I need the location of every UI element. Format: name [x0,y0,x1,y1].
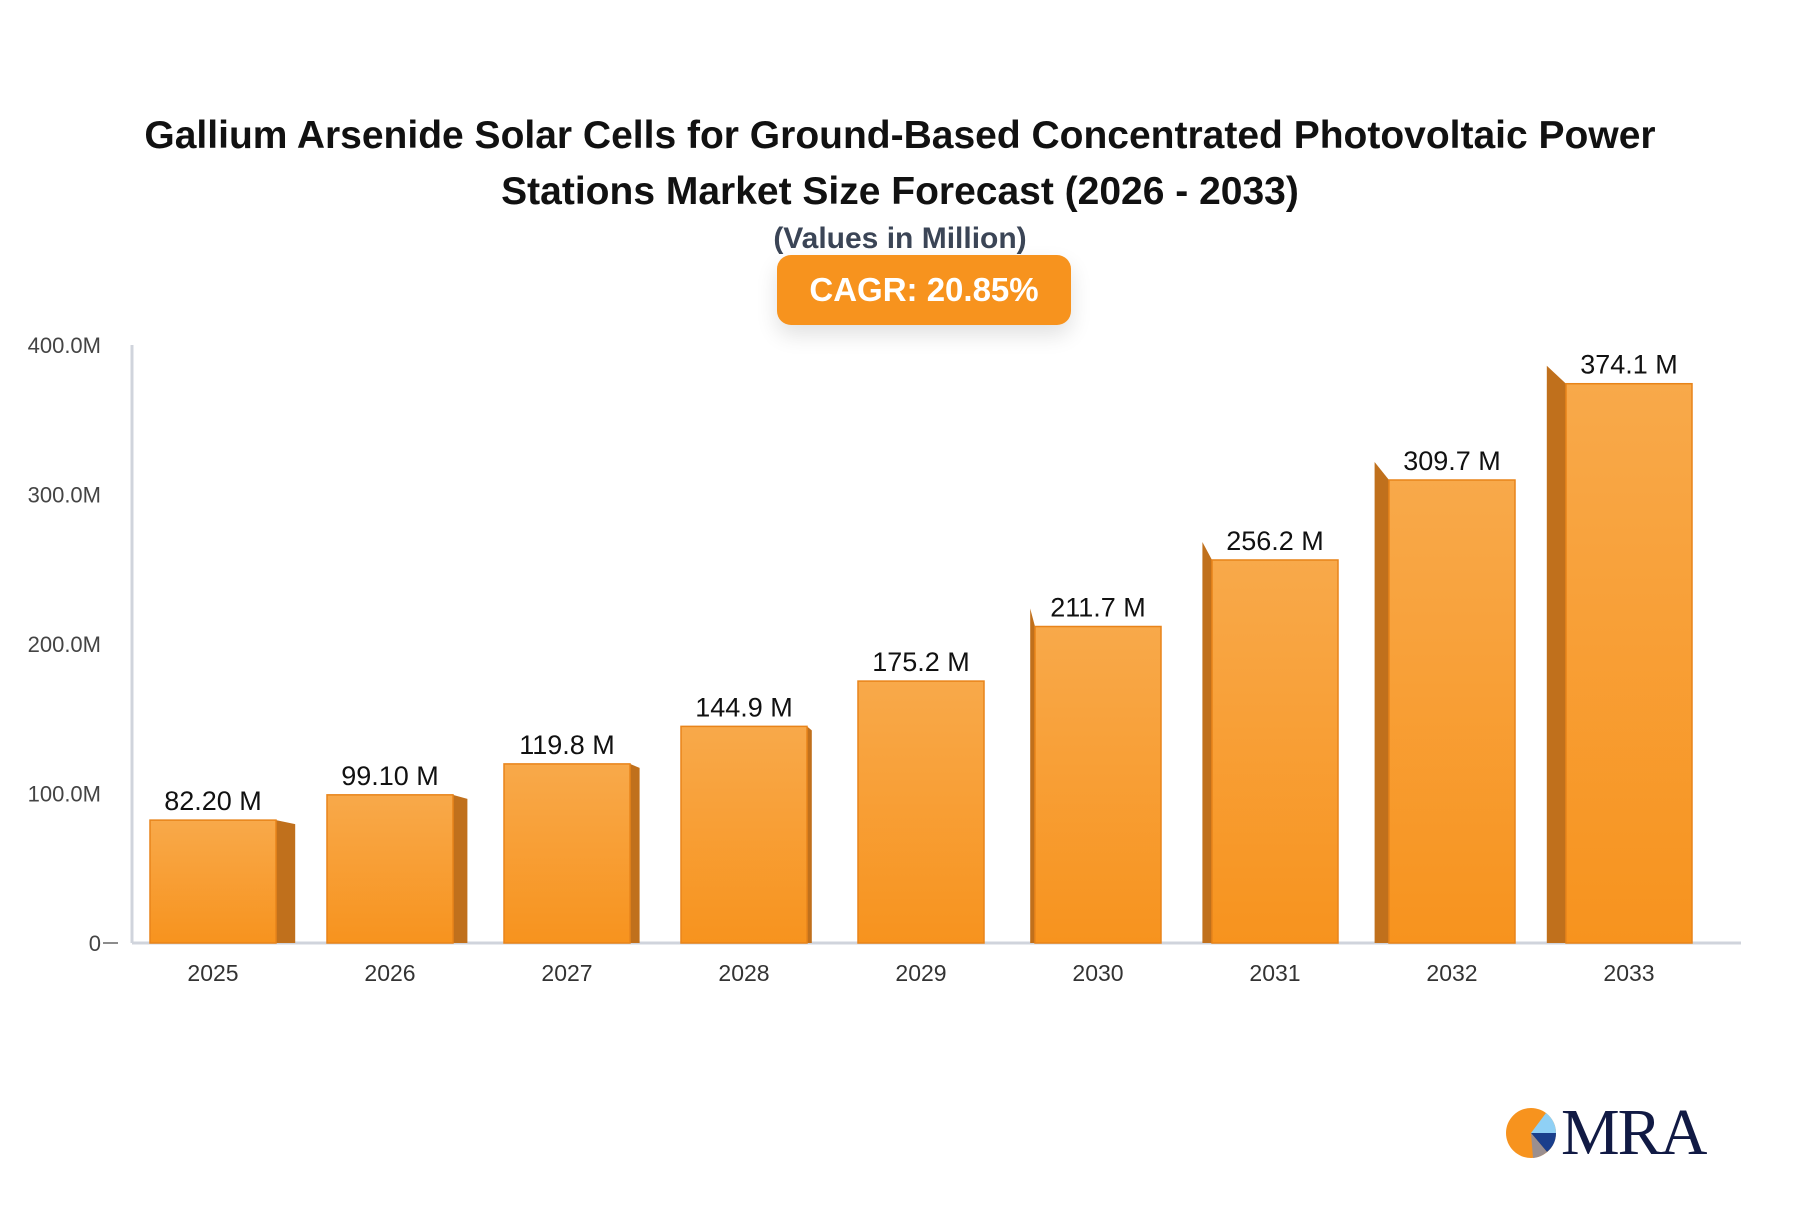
data-label: 374.1 M [1580,350,1678,380]
bar-side [453,794,468,943]
bar [1211,559,1339,944]
bar [149,819,277,944]
chart-title: Gallium Arsenide Solar Cells for Ground-… [144,114,1656,213]
x-tick-label: 2032 [1426,960,1477,986]
x-tick-label: 2033 [1603,960,1654,986]
bar [857,680,985,944]
y-tick-label: 200.0M [28,632,101,657]
bar [1034,625,1162,944]
data-label: 144.9 M [695,692,793,722]
bar [1388,479,1516,944]
x-tick-label: 2025 [187,960,238,986]
y-tick-label: 300.0M [28,483,101,508]
bar [503,763,631,944]
x-tick-label: 2027 [541,960,592,986]
bar [680,725,808,944]
data-label: 175.2 M [872,647,970,677]
data-label: 82.20 M [164,786,262,816]
logo-text: MRA [1561,1096,1707,1169]
y-tick-label: 100.0M [28,782,101,807]
bar [1565,382,1693,944]
mra-logo: MRA [1505,1095,1707,1171]
bar-side [1374,461,1389,943]
chart-subtitle: (Values in Million) [773,222,1027,255]
bar-side [276,820,296,943]
data-label: 211.7 M [1050,593,1146,623]
bar [326,794,454,944]
data-label: 256.2 M [1226,526,1324,556]
bar-side [807,726,812,943]
x-tick-label: 2031 [1249,960,1300,986]
bar-side [1546,365,1566,944]
x-tick-label: 2026 [364,960,415,986]
x-tick-label: 2030 [1072,960,1123,986]
bar-side [630,763,640,943]
data-label: 99.10 M [341,761,439,791]
x-tick-label: 2029 [895,960,946,986]
data-label: 309.7 M [1403,446,1501,476]
pie-logo-icon [1506,1108,1556,1158]
y-tick-label: 0 [89,931,101,956]
data-label: 119.8 M [519,730,615,760]
x-tick-label: 2028 [718,960,769,986]
y-tick-label: 400.0M [28,333,101,358]
cagr-badge: CAGR: 20.85% [777,255,1071,325]
bar-side [1202,541,1212,943]
bar-side [1030,608,1035,943]
